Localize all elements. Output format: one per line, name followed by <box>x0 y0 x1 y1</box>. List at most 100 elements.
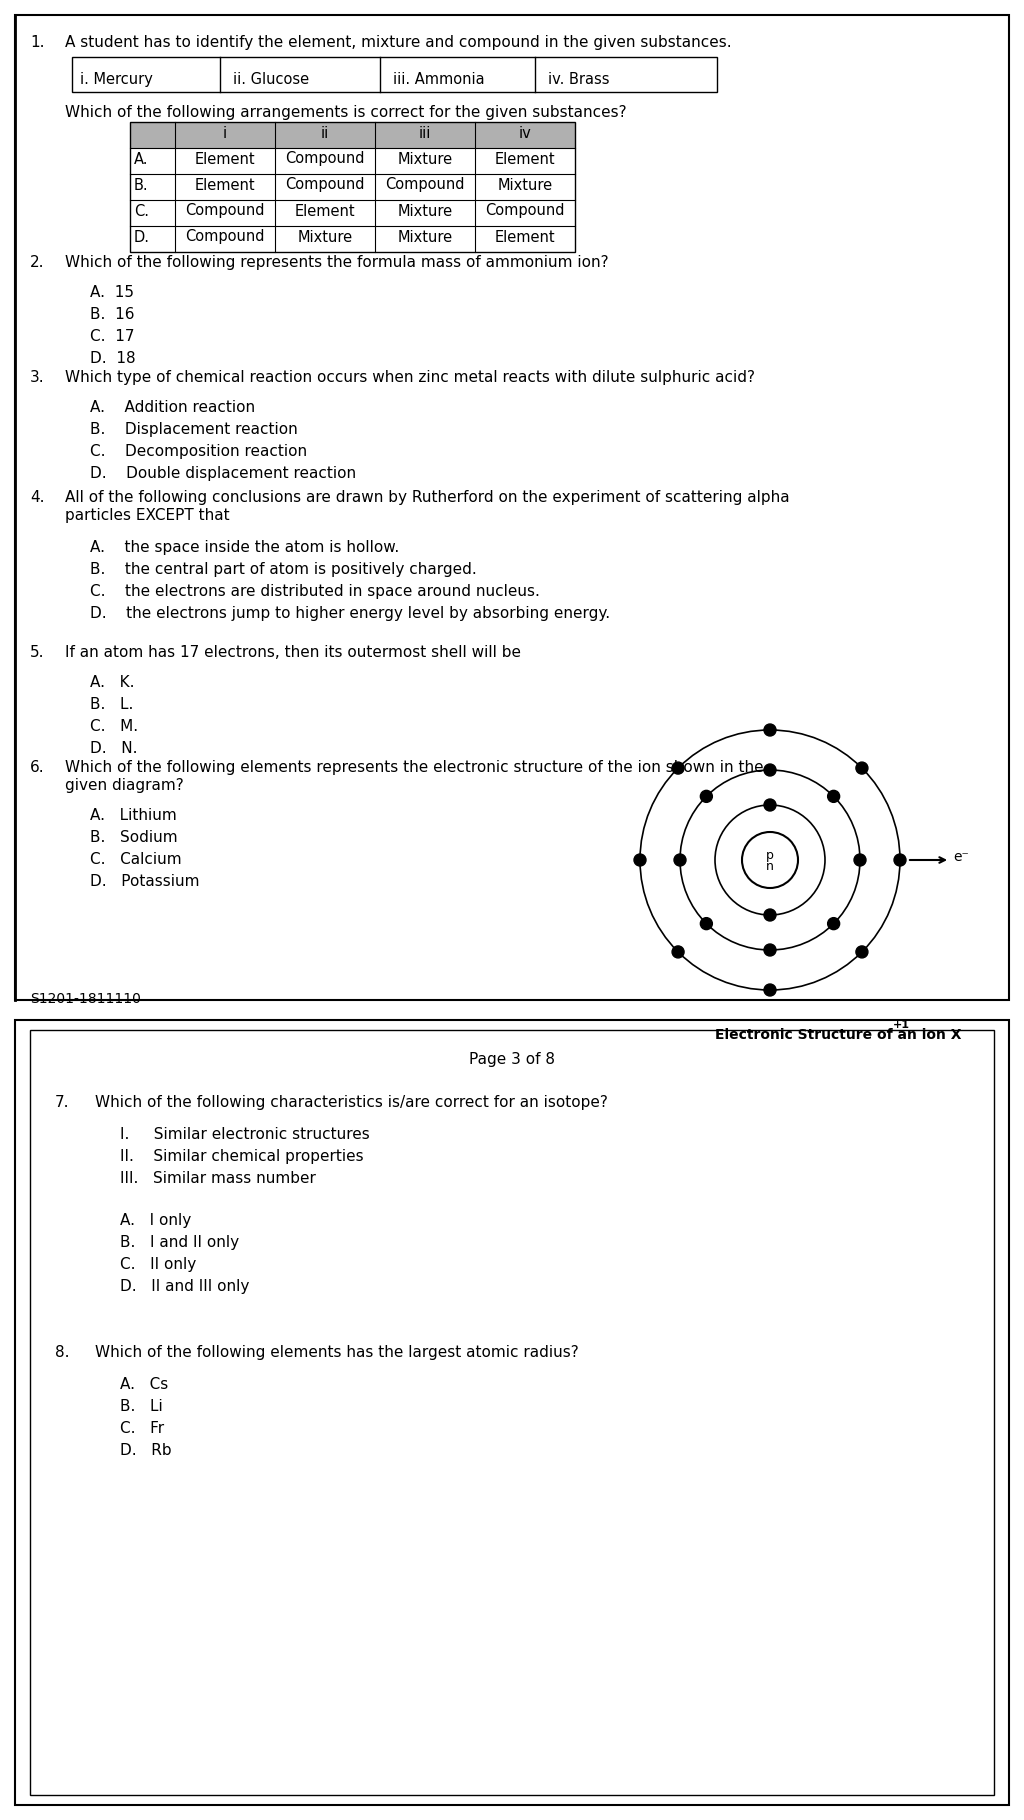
Text: A.   Cs: A. Cs <box>120 1378 168 1392</box>
Text: Compound: Compound <box>185 204 265 218</box>
Text: D.   Potassium: D. Potassium <box>90 874 200 888</box>
Text: C.   II only: C. II only <box>120 1258 197 1272</box>
Text: particles EXCEPT that: particles EXCEPT that <box>65 508 229 522</box>
Text: A.   I only: A. I only <box>120 1212 191 1229</box>
Circle shape <box>742 832 798 888</box>
FancyBboxPatch shape <box>15 15 1009 999</box>
Text: C.   Fr: C. Fr <box>120 1421 164 1436</box>
Text: Compound: Compound <box>286 178 365 193</box>
Text: A.  15: A. 15 <box>90 286 134 300</box>
Text: ii. Glucose: ii. Glucose <box>233 73 309 87</box>
Text: iv: iv <box>518 126 531 140</box>
Text: D.: D. <box>134 229 150 244</box>
Text: Mixture: Mixture <box>397 151 453 166</box>
Text: given diagram?: given diagram? <box>65 777 183 794</box>
Circle shape <box>764 799 776 812</box>
Text: C.    the electrons are distributed in space around nucleus.: C. the electrons are distributed in spac… <box>90 584 540 599</box>
Circle shape <box>764 764 776 775</box>
Text: Mixture: Mixture <box>498 178 553 193</box>
Text: Compound: Compound <box>185 229 265 244</box>
Text: Compound: Compound <box>385 178 465 193</box>
FancyBboxPatch shape <box>72 56 717 93</box>
Text: iii: iii <box>419 126 431 140</box>
Text: II.    Similar chemical properties: II. Similar chemical properties <box>120 1148 364 1165</box>
Text: D.  18: D. 18 <box>90 351 135 366</box>
Circle shape <box>700 790 713 803</box>
Circle shape <box>827 917 840 930</box>
Text: Which of the following arrangements is correct for the given substances?: Which of the following arrangements is c… <box>65 106 627 120</box>
Text: If an atom has 17 electrons, then its outermost shell will be: If an atom has 17 electrons, then its ou… <box>65 644 521 661</box>
FancyBboxPatch shape <box>130 122 575 147</box>
Text: Which of the following characteristics is/are correct for an isotope?: Which of the following characteristics i… <box>95 1096 608 1110</box>
Text: Page 3 of 8: Page 3 of 8 <box>469 1052 555 1067</box>
Text: D.    the electrons jump to higher energy level by absorbing energy.: D. the electrons jump to higher energy l… <box>90 606 610 621</box>
Circle shape <box>764 724 776 735</box>
Text: A.   K.: A. K. <box>90 675 134 690</box>
Text: B.: B. <box>134 178 148 193</box>
Text: Element: Element <box>495 151 555 166</box>
Text: 5.: 5. <box>30 644 44 661</box>
Text: Mixture: Mixture <box>397 204 453 218</box>
FancyBboxPatch shape <box>30 1030 994 1795</box>
Text: A.    the space inside the atom is hollow.: A. the space inside the atom is hollow. <box>90 541 399 555</box>
Text: A.    Addition reaction: A. Addition reaction <box>90 400 255 415</box>
Text: Which of the following elements has the largest atomic radius?: Which of the following elements has the … <box>95 1345 579 1360</box>
Text: 7.: 7. <box>55 1096 70 1110</box>
Text: D.   Rb: D. Rb <box>120 1443 172 1458</box>
Text: Compound: Compound <box>286 151 365 166</box>
Text: C.    Decomposition reaction: C. Decomposition reaction <box>90 444 307 459</box>
Circle shape <box>672 763 684 773</box>
Circle shape <box>634 854 646 866</box>
Text: Compound: Compound <box>485 204 565 218</box>
Text: Which type of chemical reaction occurs when zinc metal reacts with dilute sulphu: Which type of chemical reaction occurs w… <box>65 369 755 386</box>
Text: 8.: 8. <box>55 1345 70 1360</box>
Text: A.: A. <box>134 151 148 166</box>
Text: C.  17: C. 17 <box>90 329 134 344</box>
Text: I.     Similar electronic structures: I. Similar electronic structures <box>120 1127 370 1141</box>
Text: 3.: 3. <box>30 369 45 386</box>
Text: Mixture: Mixture <box>297 229 352 244</box>
Text: p: p <box>766 848 774 861</box>
Text: ii: ii <box>321 126 329 140</box>
Circle shape <box>672 946 684 957</box>
Text: e⁻: e⁻ <box>953 850 969 864</box>
Text: A student has to identify the element, mixture and compound in the given substan: A student has to identify the element, m… <box>65 35 731 49</box>
Text: C.   M.: C. M. <box>90 719 138 733</box>
Text: B.    Displacement reaction: B. Displacement reaction <box>90 422 298 437</box>
Circle shape <box>764 945 776 956</box>
Circle shape <box>764 908 776 921</box>
Circle shape <box>854 854 866 866</box>
Circle shape <box>700 917 713 930</box>
Text: Mixture: Mixture <box>397 229 453 244</box>
Text: iii. Ammonia: iii. Ammonia <box>393 73 484 87</box>
Text: i. Mercury: i. Mercury <box>80 73 153 87</box>
Text: All of the following conclusions are drawn by Rutherford on the experiment of sc: All of the following conclusions are dra… <box>65 490 790 504</box>
Text: B.   Sodium: B. Sodium <box>90 830 177 844</box>
Circle shape <box>764 985 776 996</box>
Text: +1: +1 <box>893 1019 910 1030</box>
Text: B.   L.: B. L. <box>90 697 133 712</box>
Text: S1201-1811110: S1201-1811110 <box>30 992 141 1006</box>
Text: 4.: 4. <box>30 490 44 504</box>
Text: 2.: 2. <box>30 255 44 269</box>
Text: Element: Element <box>195 178 255 193</box>
Text: Which of the following elements represents the electronic structure of the ion s: Which of the following elements represen… <box>65 761 764 775</box>
Text: C.: C. <box>134 204 150 218</box>
Circle shape <box>894 854 906 866</box>
Circle shape <box>856 763 868 773</box>
Circle shape <box>827 790 840 803</box>
Text: B.  16: B. 16 <box>90 308 134 322</box>
Text: iv. Brass: iv. Brass <box>548 73 609 87</box>
Text: III.   Similar mass number: III. Similar mass number <box>120 1170 315 1187</box>
Text: 6.: 6. <box>30 761 45 775</box>
Text: n: n <box>766 861 774 874</box>
Text: D.    Double displacement reaction: D. Double displacement reaction <box>90 466 356 480</box>
Text: B.   Li: B. Li <box>120 1400 163 1414</box>
Text: B.    the central part of atom is positively charged.: B. the central part of atom is positivel… <box>90 562 477 577</box>
Text: 1.: 1. <box>30 35 44 49</box>
Text: i: i <box>223 126 227 140</box>
Text: Which of the following represents the formula mass of ammonium ion?: Which of the following represents the fo… <box>65 255 608 269</box>
Circle shape <box>856 946 868 957</box>
FancyBboxPatch shape <box>15 1019 1009 1805</box>
Circle shape <box>674 854 686 866</box>
